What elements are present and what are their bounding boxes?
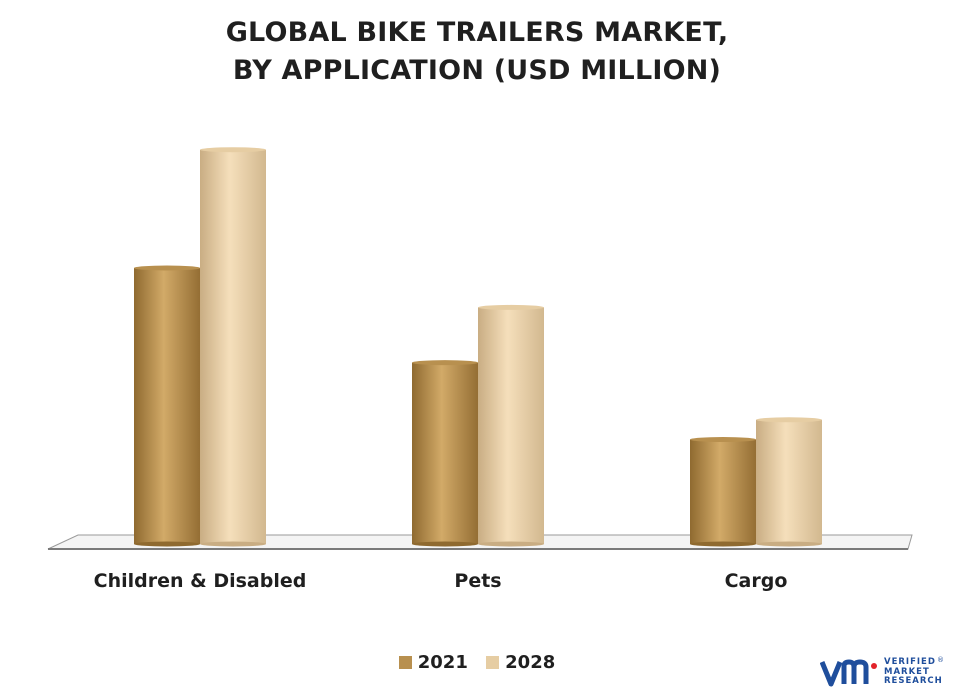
bar-2028-children-disabled	[200, 147, 266, 547]
legend-swatch-2021	[398, 656, 412, 669]
bar-2021-cargo	[690, 437, 756, 547]
legend: 2021 2028	[0, 652, 954, 674]
bar-2021-pets	[412, 360, 478, 547]
vmr-logo-text: VERIFIED MARKET RESEARCH	[884, 657, 943, 687]
x-label-cargo: Cargo	[725, 570, 788, 592]
registered-mark: ®	[937, 656, 944, 664]
legend-swatch-2028	[486, 656, 500, 669]
legend-item-2028: 2028	[486, 652, 555, 673]
legend-label-2028: 2028	[505, 652, 556, 673]
bar-2028-cargo	[756, 417, 822, 547]
x-axis-labels: Children & Disabled Pets Cargo	[94, 570, 788, 592]
vmr-logo-line-2: MARKET	[884, 666, 930, 677]
vmr-logo-line-3: RESEARCH	[884, 676, 943, 686]
bars-layer	[134, 147, 822, 547]
legend-item-2021: 2021	[398, 652, 468, 673]
bar-2021-children-disabled	[134, 265, 200, 547]
vm-logo-mark-icon	[820, 659, 877, 687]
chart-title: GLOBAL BIKE TRAILERS MARKET, BY APPLICAT…	[0, 14, 954, 90]
vmr-logo: VERIFIED MARKET RESEARCH ®	[820, 656, 946, 690]
x-label-pets: Pets	[454, 570, 501, 592]
vmr-logo-line-1: VERIFIED	[884, 657, 936, 667]
x-label-children-disabled: Children & Disabled	[94, 570, 307, 592]
bar-2028-pets	[478, 304, 544, 547]
chart-title-line-1: GLOBAL BIKE TRAILERS MARKET,	[225, 17, 729, 48]
chart-title-line-2: BY APPLICATION (USD MILLION)	[232, 55, 722, 86]
legend-label-2021: 2021	[417, 652, 468, 673]
